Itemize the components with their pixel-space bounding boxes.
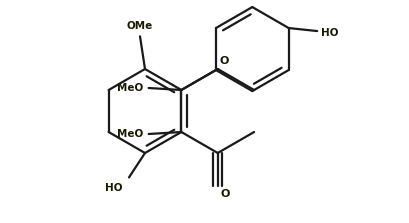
Text: OMe: OMe bbox=[127, 21, 153, 31]
Text: O: O bbox=[221, 189, 230, 199]
Text: HO: HO bbox=[321, 28, 339, 38]
Text: MeO: MeO bbox=[117, 129, 144, 139]
Text: O: O bbox=[220, 56, 229, 66]
Text: HO: HO bbox=[106, 183, 123, 193]
Text: MeO: MeO bbox=[117, 83, 144, 93]
